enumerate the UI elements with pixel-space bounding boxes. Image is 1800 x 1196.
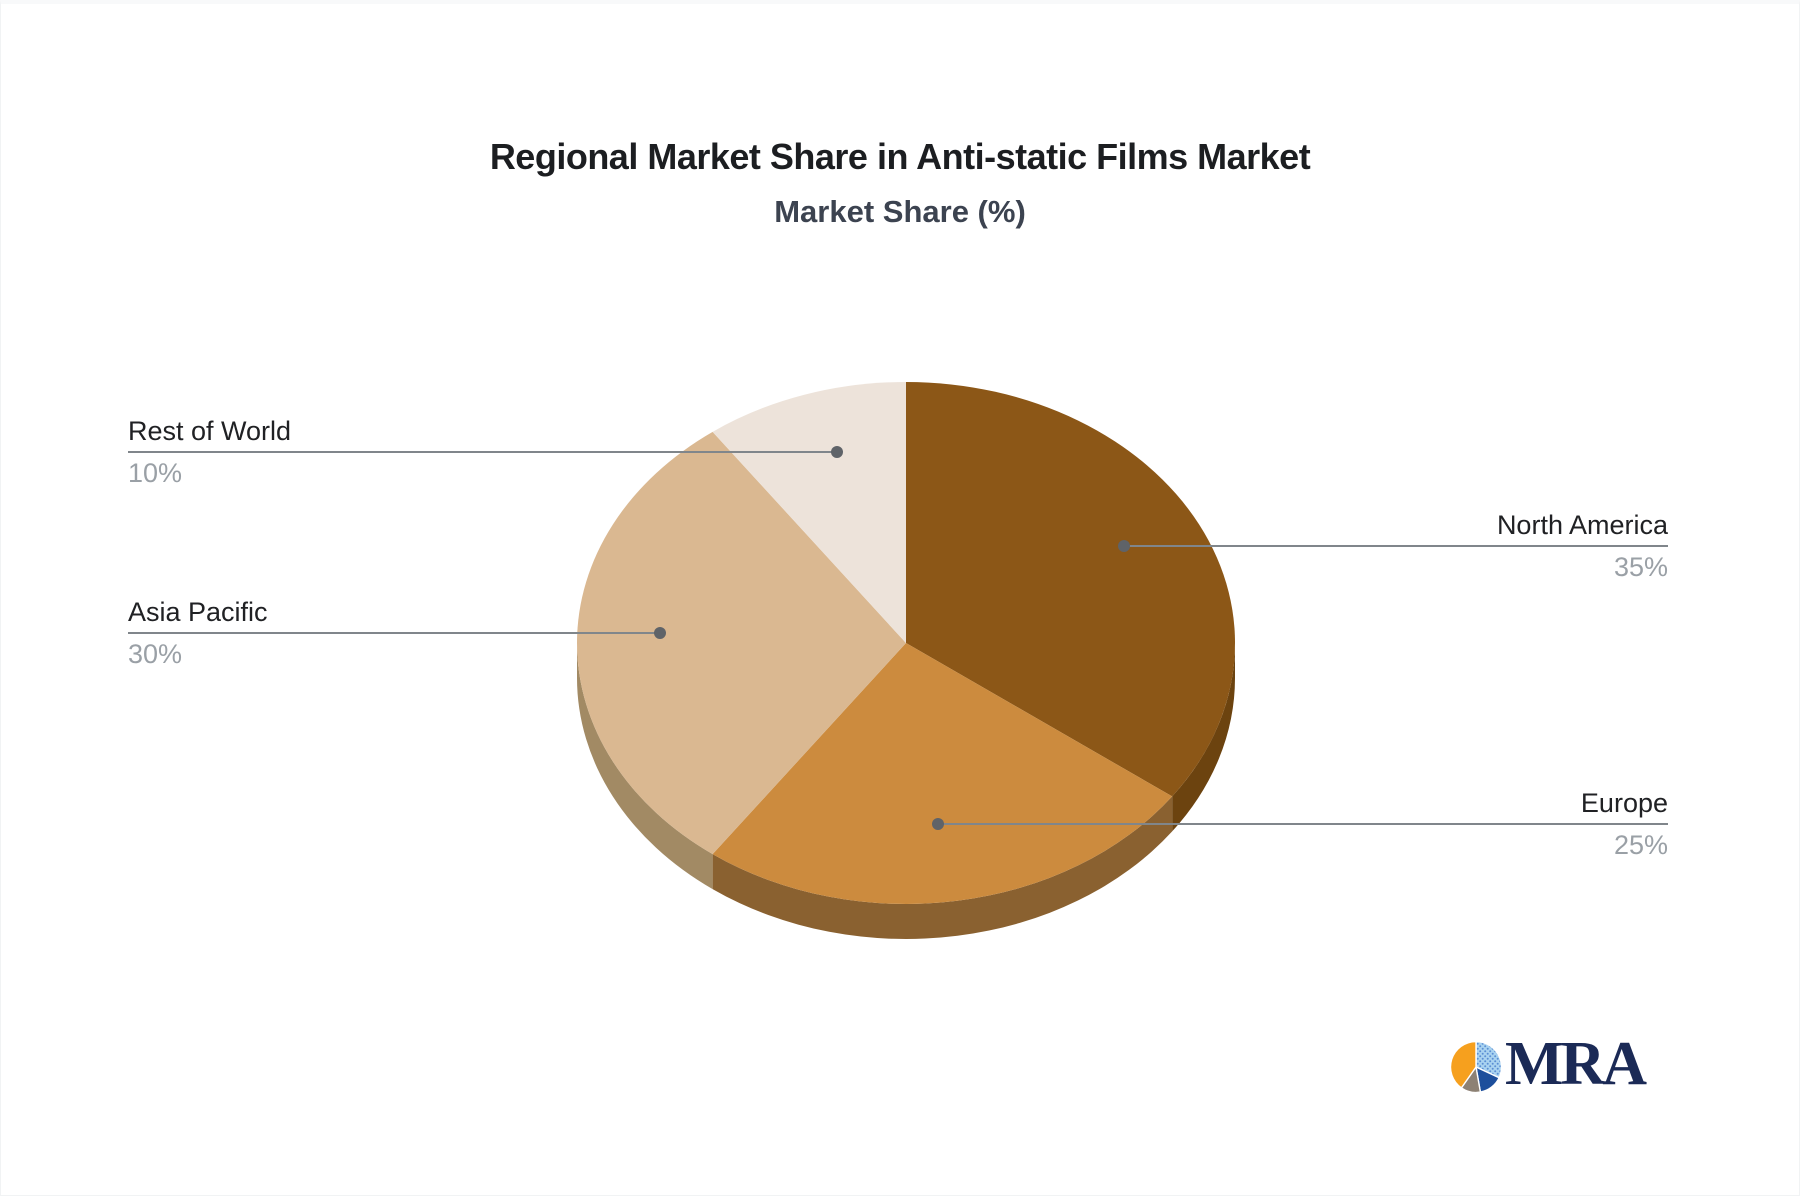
callout-label-asia-pacific: Asia Pacific bbox=[128, 597, 268, 627]
pie-slice-asia-pacific[interactable] bbox=[577, 431, 906, 855]
callout-value-europe: 25% bbox=[1614, 830, 1668, 860]
chart-subtitle: Market Share (%) bbox=[774, 194, 1026, 229]
callout-dot-europe bbox=[932, 818, 944, 830]
callout-dot-asia-pacific bbox=[654, 627, 666, 639]
callout-value-rest-of-world: 10% bbox=[128, 458, 182, 488]
callout-value-asia-pacific: 30% bbox=[128, 639, 182, 669]
chart-title: Regional Market Share in Anti-static Fil… bbox=[489, 136, 1311, 177]
mra-logo-text: MRA bbox=[1505, 1030, 1647, 1098]
logo-slice-orange bbox=[1449, 1040, 1477, 1089]
pie-slice-side-europe bbox=[712, 796, 1173, 939]
pie-slice-rest-of-world[interactable] bbox=[712, 382, 906, 643]
mra-logo: MRA bbox=[1449, 1030, 1647, 1098]
callout-label-north-america: North America bbox=[1497, 510, 1669, 540]
pie-slice-side-asia-pacific bbox=[577, 643, 713, 890]
mra-logo-pie-icon bbox=[1449, 1040, 1503, 1094]
logo-slice-lightblue bbox=[1475, 1040, 1503, 1079]
callout-dot-rest-of-world bbox=[831, 446, 843, 458]
pie-slice-europe[interactable] bbox=[712, 643, 1173, 904]
callout-value-north-america: 35% bbox=[1614, 552, 1668, 582]
pie-slice-north-america[interactable] bbox=[906, 381, 1236, 797]
callout-label-europe: Europe bbox=[1581, 788, 1668, 818]
pie-slice-side-north-america bbox=[1172, 643, 1235, 832]
callout-dot-north-america bbox=[1118, 540, 1130, 552]
callout-label-rest-of-world: Rest of World bbox=[128, 416, 291, 446]
